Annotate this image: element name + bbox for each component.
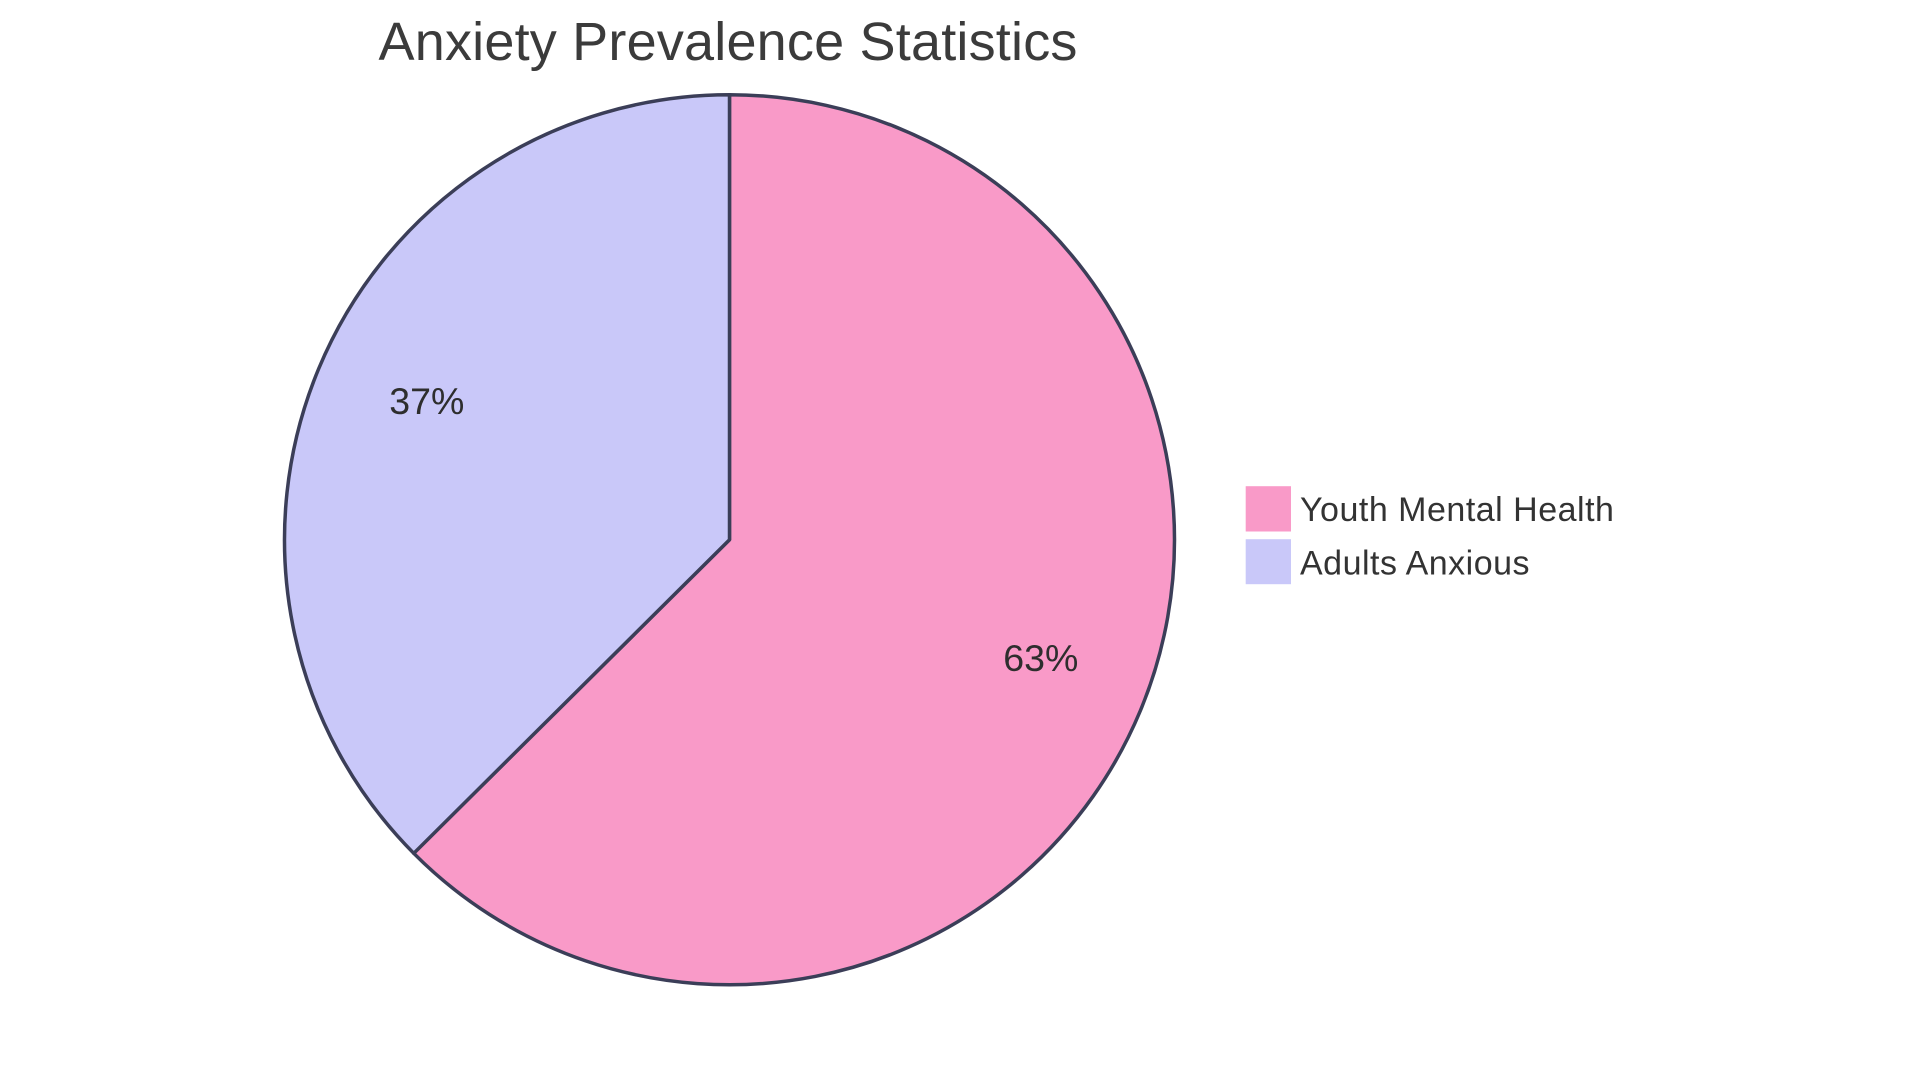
svg-text:Anxiety Prevalence Statistics: Anxiety Prevalence Statistics [379, 12, 1078, 72]
svg-text:63%: 63% [1003, 637, 1078, 679]
svg-text:37%: 37% [389, 380, 464, 422]
svg-text:Adults Anxious: Adults Anxious [1300, 545, 1530, 583]
svg-text:Youth Mental Health: Youth Mental Health [1300, 491, 1614, 529]
